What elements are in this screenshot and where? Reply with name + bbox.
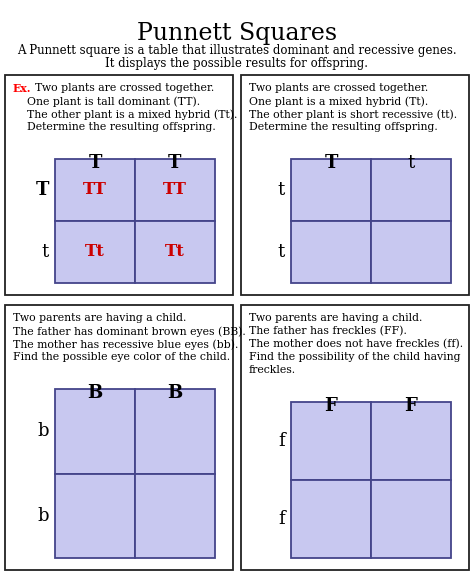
Text: T: T (324, 154, 338, 172)
Text: Tt: Tt (165, 244, 185, 260)
Bar (371, 402, 451, 480)
Text: f: f (279, 432, 285, 450)
Text: t: t (407, 154, 414, 172)
Bar (135, 159, 215, 221)
Text: It displays the possible results for offspring.: It displays the possible results for off… (106, 57, 368, 70)
Text: Find the possible eye color of the child.: Find the possible eye color of the child… (13, 352, 230, 362)
Text: T: T (88, 154, 102, 172)
Bar (5, 75, 233, 295)
Text: Determine the resulting offspring.: Determine the resulting offspring. (249, 122, 438, 132)
Text: t: t (42, 243, 49, 261)
Text: F: F (404, 397, 417, 415)
Text: TT: TT (83, 182, 107, 199)
Bar (55, 159, 135, 221)
Text: Tt: Tt (85, 244, 105, 260)
Bar (55, 474, 135, 558)
Text: Two parents are having a child.: Two parents are having a child. (249, 313, 422, 323)
Text: Find the possibility of the child having: Find the possibility of the child having (249, 352, 461, 362)
Text: t: t (278, 243, 285, 261)
Text: The other plant is a mixed hybrid (Tt).: The other plant is a mixed hybrid (Tt). (27, 109, 237, 120)
Bar (291, 480, 371, 558)
Text: Two parents are having a child.: Two parents are having a child. (13, 313, 186, 323)
Bar (5, 305, 233, 570)
Text: Ex.: Ex. (13, 83, 31, 94)
Text: Two plants are crossed together.: Two plants are crossed together. (35, 83, 214, 93)
Bar (371, 159, 451, 221)
Text: Punnett Squares: Punnett Squares (137, 22, 337, 45)
Text: b: b (37, 422, 49, 440)
Bar (291, 402, 371, 480)
Text: The mother does not have freckles (ff).: The mother does not have freckles (ff). (249, 339, 463, 349)
Text: The mother has recessive blue eyes (bb).: The mother has recessive blue eyes (bb). (13, 339, 238, 350)
Text: The father has freckles (FF).: The father has freckles (FF). (249, 326, 407, 336)
Text: One plant is a mixed hybrid (Tt).: One plant is a mixed hybrid (Tt). (249, 96, 428, 106)
Text: The father has dominant brown eyes (BB).: The father has dominant brown eyes (BB). (13, 326, 246, 336)
Text: b: b (37, 507, 49, 525)
Text: Two plants are crossed together.: Two plants are crossed together. (249, 83, 428, 93)
Text: TT: TT (163, 182, 187, 199)
Text: One plant is tall dominant (TT).: One plant is tall dominant (TT). (27, 96, 200, 106)
Text: The other plant is short recessive (tt).: The other plant is short recessive (tt). (249, 109, 457, 120)
Text: T: T (36, 181, 49, 199)
Bar (371, 221, 451, 283)
Bar (291, 159, 371, 221)
Text: Determine the resulting offspring.: Determine the resulting offspring. (27, 122, 216, 132)
Bar (241, 75, 469, 295)
Bar (371, 480, 451, 558)
Text: t: t (278, 181, 285, 199)
Text: T: T (168, 154, 182, 172)
Bar (55, 221, 135, 283)
Text: B: B (87, 384, 103, 402)
Text: f: f (279, 510, 285, 528)
Bar (135, 221, 215, 283)
Bar (135, 389, 215, 474)
Bar (291, 221, 371, 283)
Bar (55, 389, 135, 474)
Text: A Punnett square is a table that illustrates dominant and recessive genes.: A Punnett square is a table that illustr… (17, 44, 457, 57)
Bar (135, 474, 215, 558)
Text: B: B (167, 384, 182, 402)
Bar (241, 305, 469, 570)
Text: freckles.: freckles. (249, 365, 296, 375)
Text: F: F (325, 397, 337, 415)
